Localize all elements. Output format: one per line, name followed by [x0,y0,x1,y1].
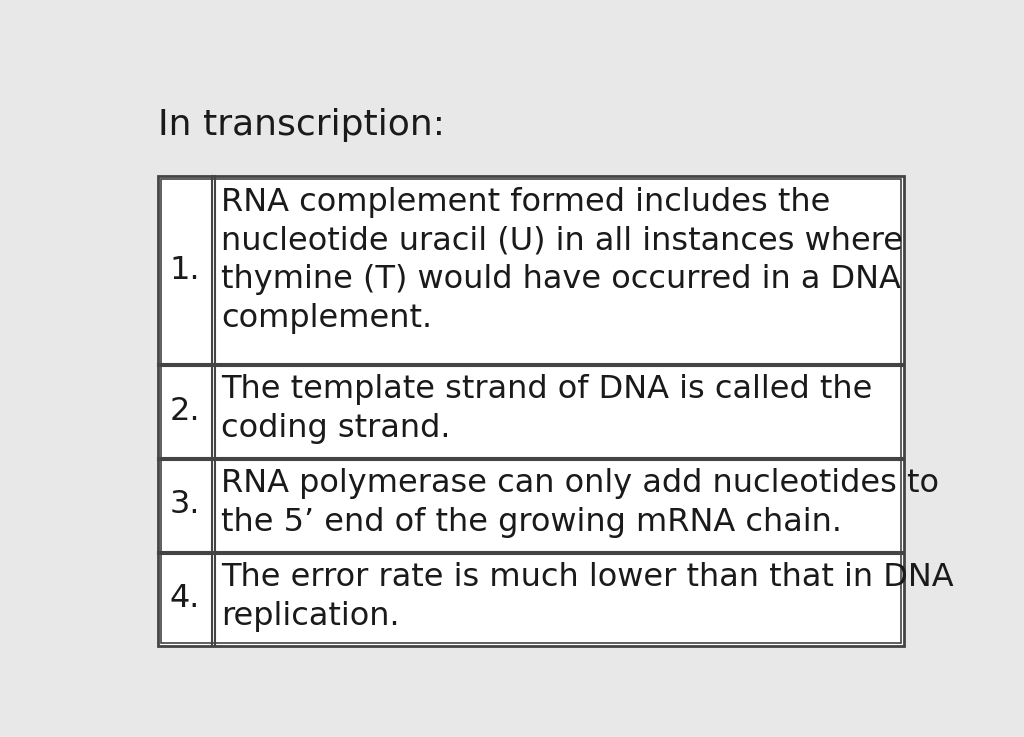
Text: RNA complement formed includes the
nucleotide uracil (U) in all instances where
: RNA complement formed includes the nucle… [221,186,903,334]
Text: The error rate is much lower than that in DNA
replication.: The error rate is much lower than that i… [221,562,954,632]
Text: 3.: 3. [170,489,201,520]
Bar [158,176,904,646]
Text: RNA polymerase can only add nucleotides to
the 5’ end of the growing mRNA chain.: RNA polymerase can only add nucleotides … [221,468,939,538]
Text: 2.: 2. [170,396,201,427]
Text: In transcription:: In transcription: [158,108,445,142]
Text: 1.: 1. [170,255,201,286]
Text: 4.: 4. [170,583,201,614]
Bar [162,178,901,643]
Text: The template strand of DNA is called the
coding strand.: The template strand of DNA is called the… [221,374,872,444]
